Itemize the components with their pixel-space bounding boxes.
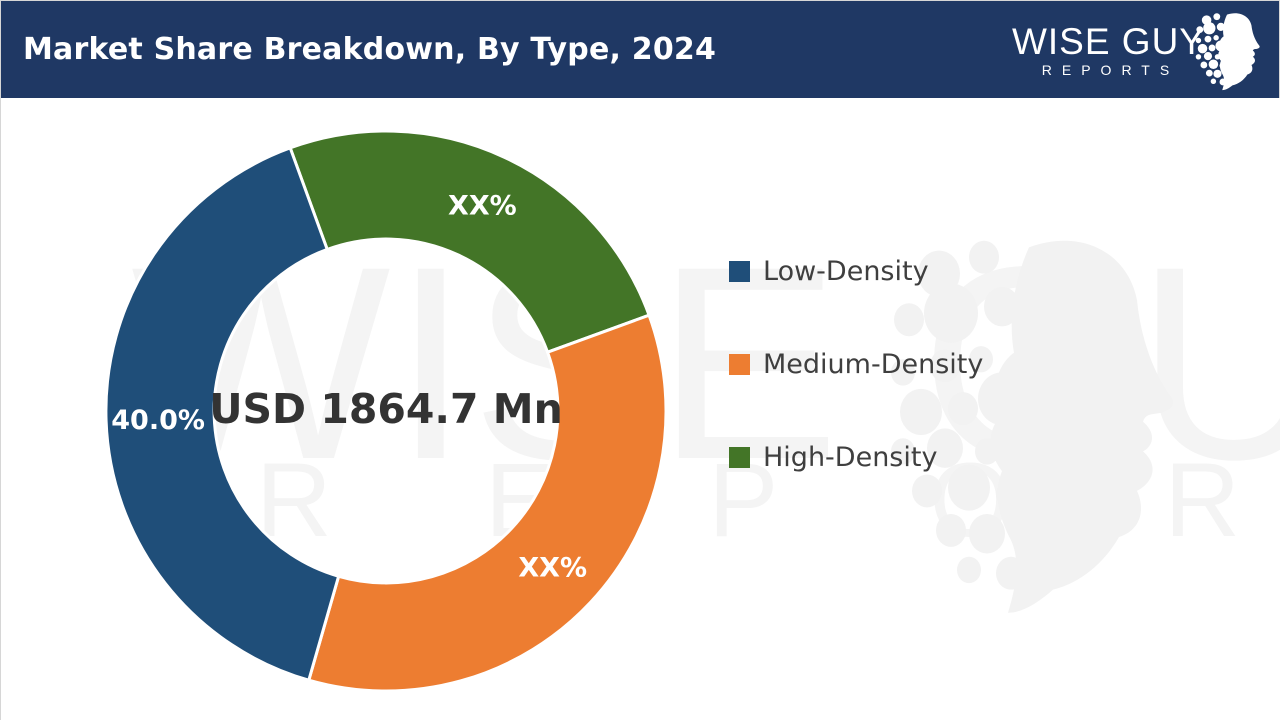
legend-label-low-density: Low-Density <box>763 256 929 287</box>
legend-swatch-medium-density <box>729 354 750 375</box>
wiseguy-logo: WISE GUY REPORTS <box>1012 9 1261 91</box>
legend-item-high-density: High-Density <box>729 444 983 471</box>
legend-item-low-density: Low-Density <box>729 258 983 285</box>
legend-label-medium-density: Medium-Density <box>763 349 984 380</box>
chart-area: WISE GUY R E P O R T S XX%XX%40.0% USD 1… <box>1 98 1280 720</box>
legend-item-medium-density: Medium-Density <box>729 351 983 378</box>
logo-wordmark: WISE GUY <box>1011 20 1205 62</box>
legend-swatch-high-density <box>729 447 750 468</box>
legend-label-high-density: High-Density <box>763 442 938 473</box>
donut-center-value: USD 1864.7 Mn <box>209 385 563 433</box>
donut-slice-low-density <box>104 146 341 682</box>
donut-slice-medium-density <box>307 313 668 693</box>
header: Market Share Breakdown, By Type, 2024 WI… <box>1 1 1279 98</box>
page-title: Market Share Breakdown, By Type, 2024 <box>23 32 717 67</box>
slice-label-medium-density: XX% <box>518 553 587 584</box>
slice-label-low-density: 40.0% <box>111 405 205 436</box>
donut-chart: XX% XX% 40.0% <box>104 129 668 693</box>
logo-text: WISE GUY REPORTS <box>1012 23 1205 77</box>
legend: Low-Density Medium-Density High-Density <box>729 258 983 471</box>
slice-label-high-density: XX% <box>448 190 517 221</box>
logo-subtext: REPORTS <box>1041 61 1180 78</box>
legend-swatch-low-density <box>729 261 750 282</box>
donut-slice-high-density <box>288 129 651 354</box>
